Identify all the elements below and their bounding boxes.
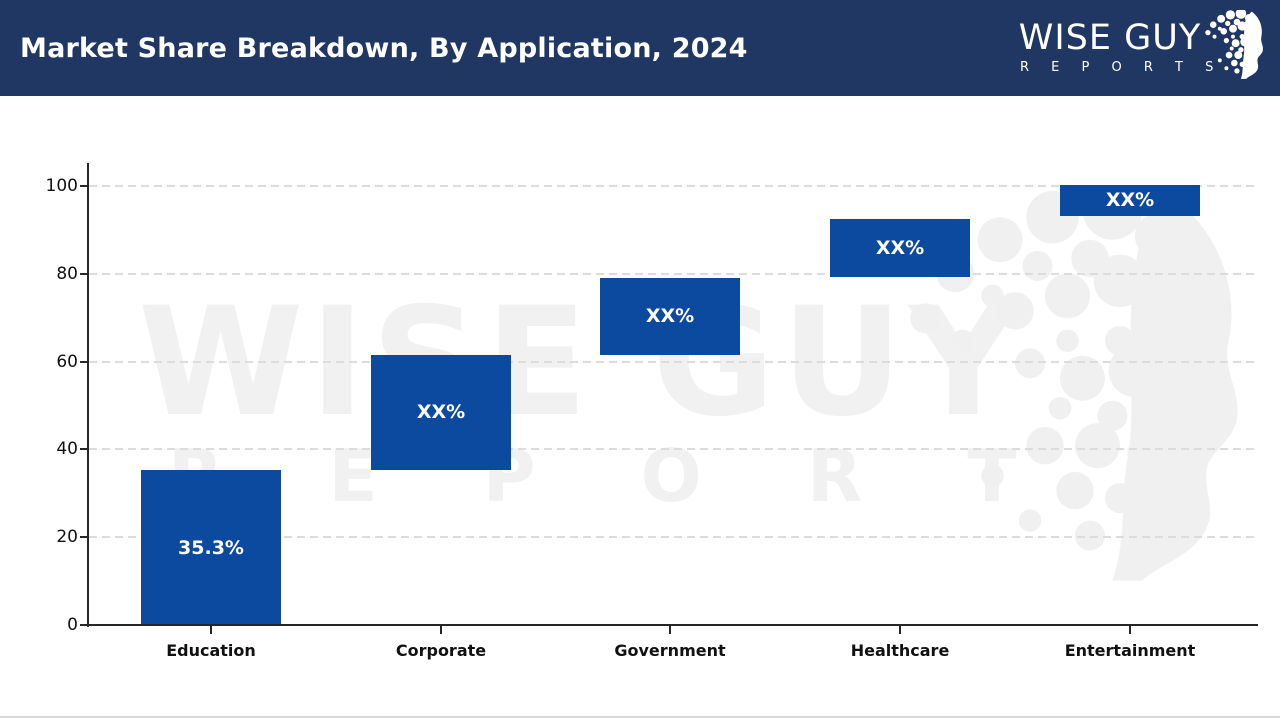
gridline-100	[89, 185, 1258, 187]
logo-subtitle: R E P O R T S	[1020, 60, 1223, 75]
y-tick-40	[80, 448, 88, 451]
y-tick-label-40: 40	[56, 439, 78, 460]
bar-value-label: XX%	[875, 237, 925, 260]
x-category-label: Corporate	[395, 641, 487, 660]
gridline-80	[89, 272, 1258, 275]
chart-area: WISE GUY R E P O R T S 0 20 40 60 80 100 35.3%…	[0, 96, 1280, 716]
bar-value-label: XX%	[645, 305, 695, 328]
bar-entertainment	[1060, 185, 1200, 216]
x-category-label: Entertainment	[1064, 641, 1196, 660]
logo-wordmark: WISE GUY	[1018, 18, 1202, 58]
y-tick-label-80: 80	[56, 263, 78, 284]
page-title: Market Share Breakdown, By Application, …	[20, 32, 748, 64]
gridline-60	[89, 360, 1258, 363]
bar-value-label: XX%	[416, 401, 466, 424]
y-tick-label-100: 100	[45, 176, 78, 196]
x-tick-3	[899, 626, 901, 634]
watermark-text-reports: R E P O R T S	[168, 434, 1214, 518]
x-category-label: Government	[614, 641, 726, 660]
watermark-text: WISE GUY	[138, 276, 1024, 450]
y-tick-label-60: 60	[56, 351, 78, 372]
x-tick-2	[669, 626, 671, 634]
y-tick-100	[80, 185, 88, 187]
x-tick-1	[440, 626, 442, 634]
bar-education	[141, 470, 281, 625]
x-tick-4	[1129, 626, 1131, 634]
dotted-head-watermark-icon	[910, 191, 1238, 581]
y-tick-80	[80, 272, 88, 275]
y-axis-line	[87, 163, 89, 627]
bottom-divider	[0, 716, 1280, 718]
bar-corporate	[371, 354, 511, 471]
dotted-head-logo-icon	[1205, 10, 1263, 79]
header-bar: Market Share Breakdown, By Application, …	[0, 0, 1280, 96]
y-tick-label-20: 20	[56, 527, 78, 548]
x-category-label: Healthcare	[850, 641, 950, 660]
bar-healthcare	[830, 218, 970, 278]
y-tick-0	[80, 624, 88, 626]
bar-government	[600, 277, 740, 355]
bar-value-label: 35.3%	[178, 536, 244, 559]
y-tick-label-0: 0	[67, 615, 78, 635]
gridline-40	[89, 448, 1258, 451]
y-tick-20	[80, 536, 88, 539]
wise-guy-logo: WISE GUY R E P O R T S	[1016, 8, 1266, 90]
x-tick-0	[210, 626, 212, 634]
gridline-20	[89, 536, 1258, 539]
y-tick-60	[80, 360, 88, 363]
x-category-label: Education	[166, 641, 256, 660]
bar-value-label: XX%	[1105, 189, 1155, 212]
x-axis-line	[87, 624, 1258, 626]
